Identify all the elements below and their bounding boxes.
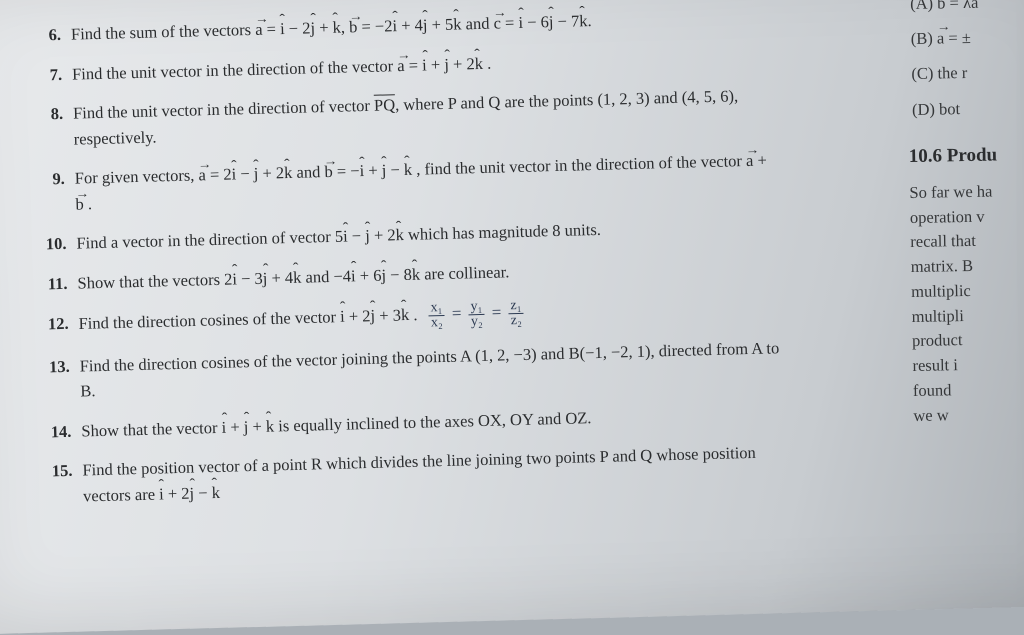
problem-number: 7. — [34, 61, 73, 88]
problem-number: 12. — [40, 310, 79, 340]
problem-row: 9.For given vectors, a = 2i − j + 2k and… — [36, 147, 777, 217]
problem-number: 10. — [38, 231, 77, 258]
side-line: product — [910, 326, 1024, 354]
side-paragraph: So far we haoperation vrecall thatmatrix… — [907, 178, 1024, 429]
problem-text: Show that the vector i + j + k is equall… — [81, 400, 783, 444]
problem-number: 8. — [35, 101, 74, 153]
problem-row: 13.Find the direction cosines of the vec… — [41, 335, 782, 405]
answer-option: (D) bot — [906, 90, 1024, 124]
problem-row: 14.Show that the vector i + j + k is equ… — [43, 400, 783, 445]
problem-number: 9. — [36, 166, 75, 218]
side-line: found — [911, 376, 1024, 404]
side-line: recall that — [908, 227, 1024, 255]
problem-text: Find the position vector of a point R wh… — [82, 439, 785, 508]
side-line: we w — [911, 401, 1024, 429]
problem-text: For given vectors, a = 2i − j + 2k and b… — [74, 147, 777, 216]
answer-option: (A) b = λa — [904, 0, 1024, 19]
problem-row: 8.Find the unit vector in the direction … — [35, 82, 776, 152]
side-line: result i — [910, 351, 1024, 379]
problem-number: 15. — [44, 458, 83, 510]
problem-text: Show that the vectors 2i − 3j + 4k and −… — [77, 252, 779, 296]
answer-option: (C) the r — [905, 55, 1024, 89]
problem-row: 6.Find the sum of the vectors a = i − 2j… — [33, 3, 773, 48]
problem-text: Find the direction cosines of the vector… — [78, 292, 781, 339]
problem-number: 6. — [33, 22, 72, 49]
side-line: So far we ha — [907, 178, 1024, 206]
right-cutoff-column: It (A) b = λa(B) a = ±(C) the r(D) bot 1… — [903, 0, 1024, 428]
problem-row: 7.Find the unit vector in the direction … — [34, 43, 774, 88]
problem-number: 11. — [39, 271, 78, 298]
problem-number: 14. — [43, 418, 82, 445]
side-line: multiplic — [909, 277, 1024, 305]
problem-row: 10.Find a vector in the direction of vec… — [38, 213, 778, 258]
side-line: multipli — [909, 302, 1024, 330]
answer-option: (B) a = ± — [905, 20, 1024, 54]
problem-text: Find the direction cosines of the vector… — [79, 335, 782, 404]
problem-text: Find the unit vector in the direction of… — [73, 82, 776, 151]
side-line: matrix. B — [909, 252, 1024, 280]
textbook-page: 19. 6.Find the sum of the vectors a = i … — [0, 0, 1024, 635]
problem-text: Find the sum of the vectors a = i − 2j +… — [71, 3, 773, 47]
problem-row: 12.Find the direction cosines of the vec… — [40, 292, 781, 340]
problem-text: Find a vector in the direction of vector… — [76, 213, 778, 257]
problem-number: 13. — [41, 353, 80, 405]
section-heading: 10.6 Produ — [907, 136, 1024, 175]
problem-text: Find the unit vector in the direction of… — [72, 43, 774, 87]
side-line: operation v — [908, 203, 1024, 231]
problem-row: 15.Find the position vector of a point R… — [44, 439, 785, 509]
problem-row: 11.Show that the vectors 2i − 3j + 4k an… — [39, 252, 779, 297]
problems-column: 6.Find the sum of the vectors a = i − 2j… — [33, 3, 786, 524]
answer-options: (A) b = λa(B) a = ±(C) the r(D) bot — [904, 0, 1024, 125]
